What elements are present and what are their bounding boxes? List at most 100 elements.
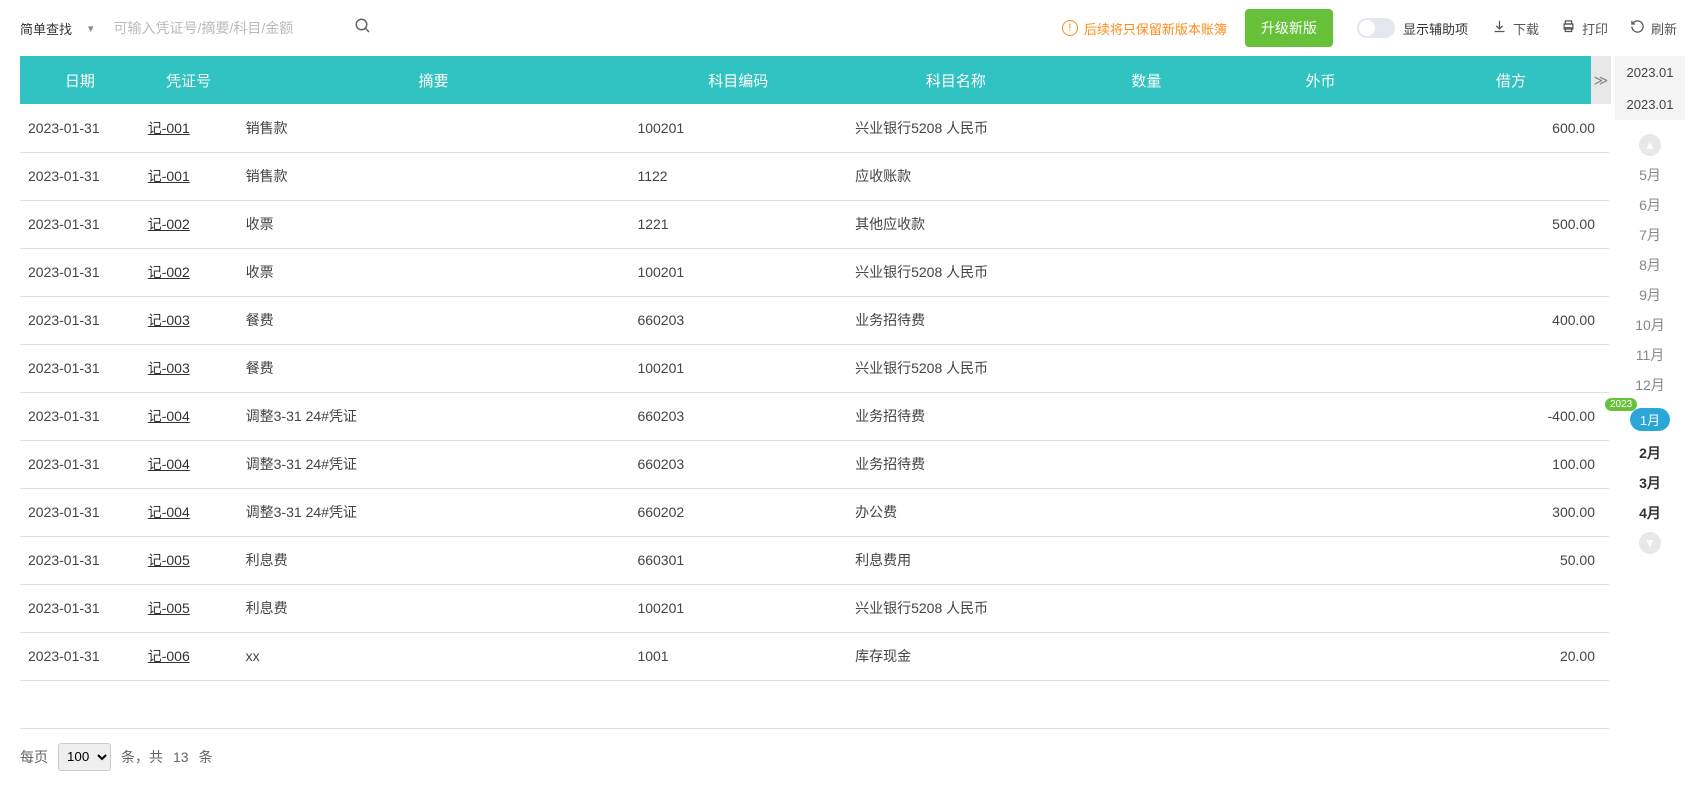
th-code[interactable]: 科目编码 bbox=[629, 56, 847, 104]
voucher-link[interactable]: 记-003 bbox=[148, 312, 190, 328]
expand-columns-handle[interactable]: ≫ bbox=[1591, 56, 1611, 104]
cell-summary: 调整3-31 24#凭证 bbox=[238, 488, 630, 536]
cell-voucher: 记-004 bbox=[140, 440, 238, 488]
cell-qty bbox=[1065, 200, 1228, 248]
cell-code: 100201 bbox=[629, 344, 847, 392]
cell-code: 660202 bbox=[629, 488, 847, 536]
print-label: 打印 bbox=[1582, 19, 1608, 38]
print-button[interactable]: 打印 bbox=[1561, 19, 1608, 38]
month-item[interactable]: 11月 bbox=[1635, 340, 1665, 370]
voucher-link[interactable]: 记-002 bbox=[148, 216, 190, 232]
voucher-link[interactable]: 记-001 bbox=[148, 168, 190, 184]
cell-debit: 600.00 bbox=[1413, 104, 1609, 152]
cell-date: 2023-01-31 bbox=[20, 344, 140, 392]
year-badge: 2023 bbox=[1605, 398, 1637, 411]
year-item[interactable]: 2023.01 bbox=[1615, 88, 1685, 120]
cell-qty bbox=[1065, 584, 1228, 632]
th-debit[interactable]: 借方 bbox=[1413, 56, 1609, 104]
month-item[interactable]: 5月 bbox=[1635, 160, 1665, 190]
download-icon bbox=[1492, 19, 1507, 37]
table-row[interactable]: 2023-01-31记-006xx1001库存现金20.00 bbox=[20, 632, 1609, 680]
scroll-up-button[interactable]: ▲ bbox=[1639, 134, 1661, 156]
cell-fx bbox=[1228, 152, 1413, 200]
cell-date: 2023-01-31 bbox=[20, 152, 140, 200]
month-item[interactable]: 10月 bbox=[1635, 310, 1665, 340]
download-button[interactable]: 下载 bbox=[1492, 19, 1539, 38]
ledger-table: 日期 凭证号 摘要 科目编码 科目名称 数量 外币 借方 2023-01-31记… bbox=[20, 56, 1609, 729]
aux-toggle[interactable]: 显示辅助项 bbox=[1357, 18, 1468, 38]
table-row[interactable]: 2023-01-31记-002收票100201兴业银行5208 人民币 bbox=[20, 248, 1609, 296]
search-mode-dropdown[interactable]: 简单查找 ▾ bbox=[20, 19, 94, 38]
voucher-link[interactable]: 记-002 bbox=[148, 264, 190, 280]
scroll-down-button[interactable]: ▼ bbox=[1639, 532, 1661, 554]
year-item[interactable]: 2023.01 bbox=[1615, 56, 1685, 88]
table-row[interactable]: 2023-01-31记-004调整3-31 24#凭证660203业务招待费-4… bbox=[20, 392, 1609, 440]
table-row[interactable]: 2023-01-31记-004调整3-31 24#凭证660202办公费300.… bbox=[20, 488, 1609, 536]
cell-code: 100201 bbox=[629, 584, 847, 632]
table-row[interactable]: 2023-01-31记-001销售款1122应收账款 bbox=[20, 152, 1609, 200]
th-voucher[interactable]: 凭证号 bbox=[140, 56, 238, 104]
upgrade-button[interactable]: 升级新版 bbox=[1245, 9, 1333, 47]
search-mode-label: 简单查找 bbox=[20, 19, 72, 38]
table-row[interactable]: 2023-01-31记-003餐费100201兴业银行5208 人民币 bbox=[20, 344, 1609, 392]
pagination-footer: 每页 100 条，共 13 条 bbox=[0, 729, 1697, 785]
cell-qty bbox=[1065, 296, 1228, 344]
month-item[interactable]: 3月 bbox=[1639, 468, 1661, 498]
month-item[interactable]: 2月 bbox=[1639, 438, 1661, 468]
table-row[interactable]: 2023-01-31记-003餐费660203业务招待费400.00 bbox=[20, 296, 1609, 344]
cell-summary: 调整3-31 24#凭证 bbox=[238, 440, 630, 488]
voucher-link[interactable]: 记-006 bbox=[148, 648, 190, 664]
cell-debit bbox=[1413, 152, 1609, 200]
th-fx[interactable]: 外币 bbox=[1228, 56, 1413, 104]
voucher-link[interactable]: 记-003 bbox=[148, 360, 190, 376]
search-input[interactable] bbox=[114, 16, 344, 40]
download-label: 下载 bbox=[1513, 19, 1539, 38]
voucher-link[interactable]: 记-005 bbox=[148, 600, 190, 616]
cell-code: 660203 bbox=[629, 392, 847, 440]
table-row[interactable]: 2023-01-31记-002收票1221其他应收款500.00 bbox=[20, 200, 1609, 248]
cell-fx bbox=[1228, 488, 1413, 536]
refresh-label: 刷新 bbox=[1651, 19, 1677, 38]
cell-debit bbox=[1413, 344, 1609, 392]
cell-voucher: 记-005 bbox=[140, 584, 238, 632]
toggle-switch[interactable] bbox=[1357, 18, 1395, 38]
month-item-active[interactable]: 2023 1月 bbox=[1615, 404, 1685, 434]
cell-summary: 销售款 bbox=[238, 152, 630, 200]
cell-summary: 调整3-31 24#凭证 bbox=[238, 392, 630, 440]
voucher-link[interactable]: 记-004 bbox=[148, 456, 190, 472]
table-row[interactable]: 2023-01-31记-001销售款100201兴业银行5208 人民币600.… bbox=[20, 104, 1609, 152]
cell-name: 兴业银行5208 人民币 bbox=[847, 584, 1065, 632]
cell-voucher: 记-004 bbox=[140, 392, 238, 440]
total-suffix: 条 bbox=[199, 747, 213, 767]
month-item[interactable]: 6月 bbox=[1635, 190, 1665, 220]
table-row[interactable]: 2023-01-31记-004调整3-31 24#凭证660203业务招待费10… bbox=[20, 440, 1609, 488]
search-icon[interactable] bbox=[354, 17, 372, 40]
th-name[interactable]: 科目名称 bbox=[847, 56, 1065, 104]
voucher-link[interactable]: 记-004 bbox=[148, 504, 190, 520]
voucher-link[interactable]: 记-001 bbox=[148, 120, 190, 136]
cell-date: 2023-01-31 bbox=[20, 440, 140, 488]
month-item[interactable]: 4月 bbox=[1639, 498, 1661, 528]
cell-name: 兴业银行5208 人民币 bbox=[847, 344, 1065, 392]
cell-voucher: 记-002 bbox=[140, 248, 238, 296]
cell-code: 660301 bbox=[629, 536, 847, 584]
th-date[interactable]: 日期 bbox=[20, 56, 140, 104]
per-page-select[interactable]: 100 bbox=[58, 743, 111, 771]
cell-fx bbox=[1228, 632, 1413, 680]
month-item[interactable]: 12月 bbox=[1635, 370, 1665, 400]
refresh-button[interactable]: 刷新 bbox=[1630, 19, 1677, 38]
table-row[interactable]: 2023-01-31记-005利息费660301利息费用50.00 bbox=[20, 536, 1609, 584]
voucher-link[interactable]: 记-005 bbox=[148, 552, 190, 568]
th-qty[interactable]: 数量 bbox=[1065, 56, 1228, 104]
th-summary[interactable]: 摘要 bbox=[238, 56, 630, 104]
month-item[interactable]: 9月 bbox=[1635, 280, 1665, 310]
cell-voucher: 记-003 bbox=[140, 296, 238, 344]
cell-summary: 收票 bbox=[238, 248, 630, 296]
table-row[interactable]: 2023-01-31记-005利息费100201兴业银行5208 人民币 bbox=[20, 584, 1609, 632]
month-item[interactable]: 7月 bbox=[1635, 220, 1665, 250]
cell-debit bbox=[1413, 248, 1609, 296]
chevron-down-icon: ▾ bbox=[88, 22, 94, 35]
cell-qty bbox=[1065, 152, 1228, 200]
month-item[interactable]: 8月 bbox=[1635, 250, 1665, 280]
voucher-link[interactable]: 记-004 bbox=[148, 408, 190, 424]
